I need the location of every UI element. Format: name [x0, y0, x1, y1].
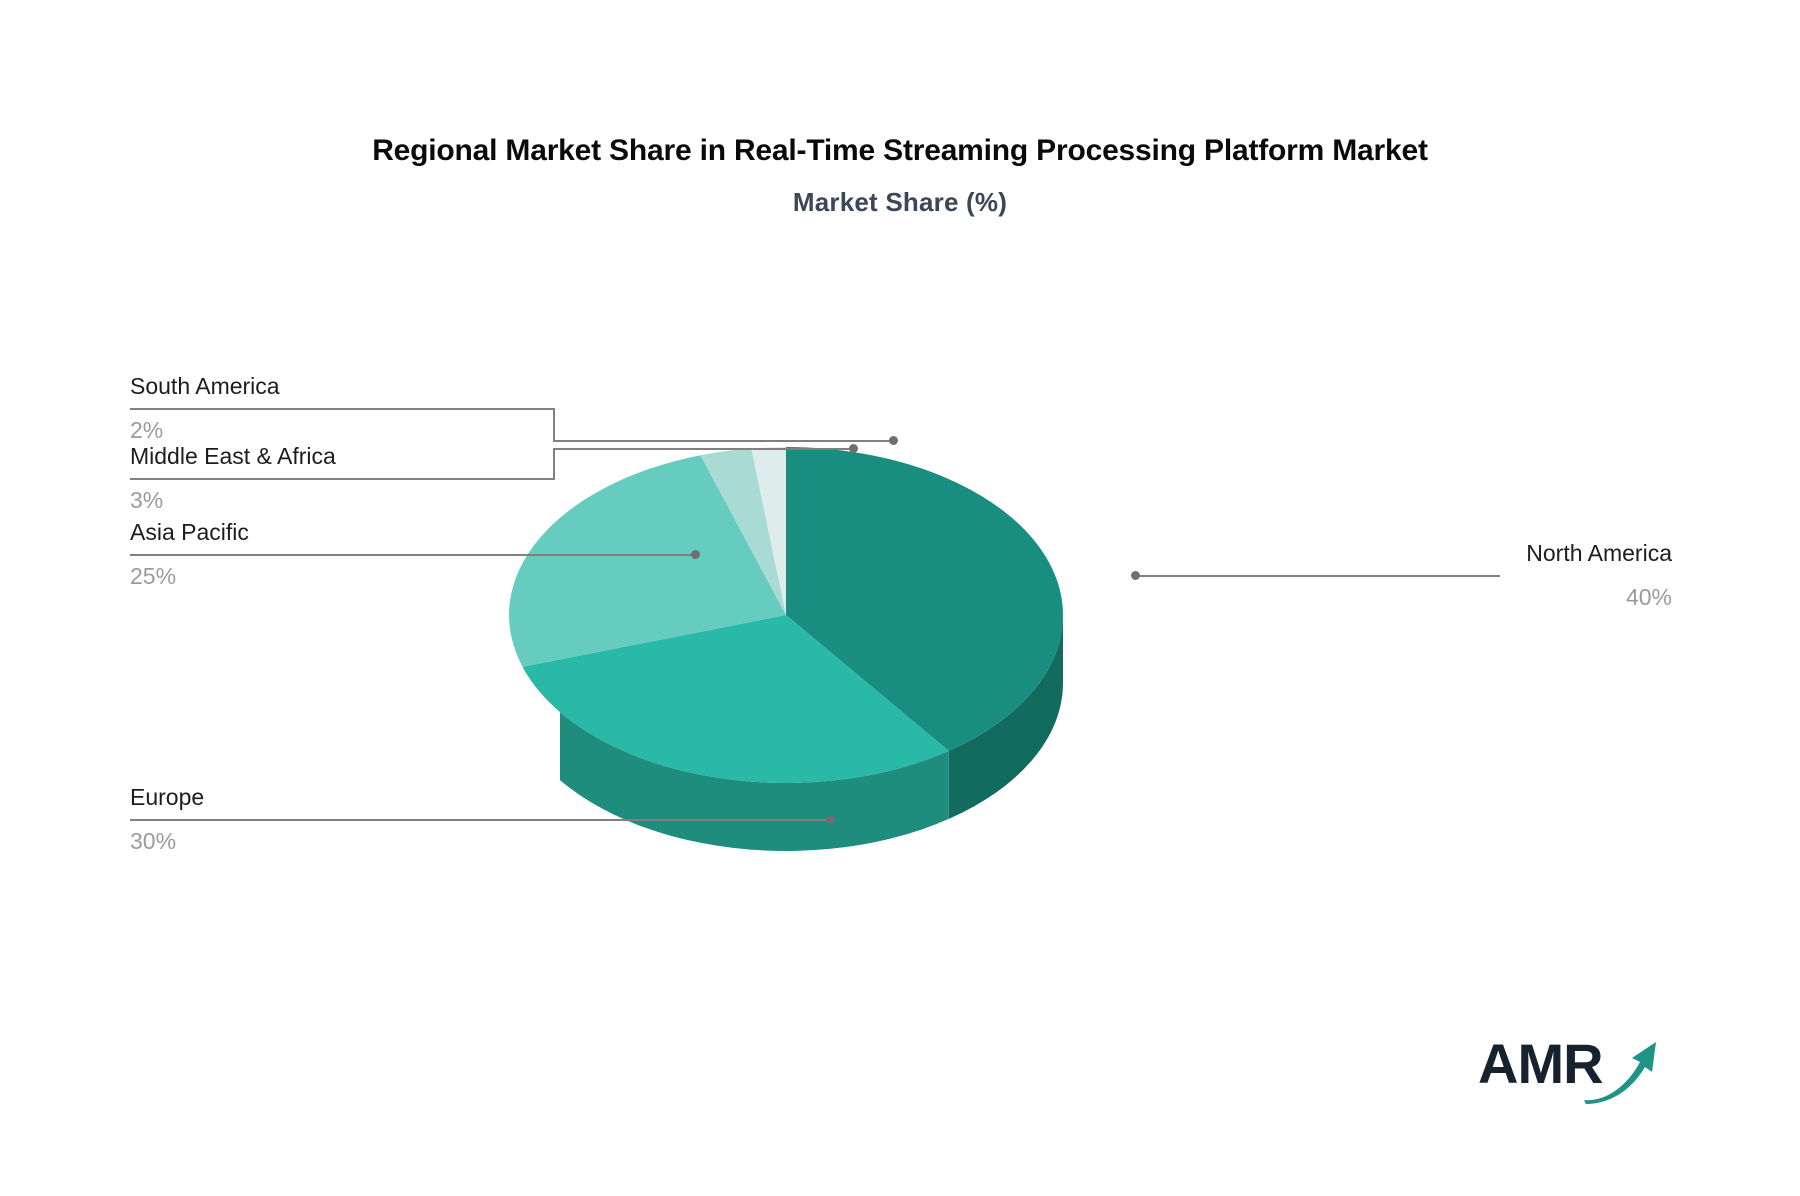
growth-arrow-icon	[1584, 1042, 1656, 1104]
callout-pct-north-america: 40%	[1625, 584, 1672, 610]
callout-label-south-america: South America	[130, 373, 280, 399]
chart-subtitle: Market Share (%)	[792, 187, 1008, 217]
pie-depth-walls	[560, 615, 1063, 851]
pie-slice-south-america[interactable]	[751, 446, 786, 615]
leader-line-middle-east-africa-run	[553, 448, 853, 450]
callout-pct-asia-pacific: 25%	[130, 563, 177, 589]
pie-slice-europe[interactable]	[522, 615, 949, 783]
callout-value-middle-east-africa: 3%	[130, 485, 163, 515]
pie-slice-middle-east-africa[interactable]	[700, 448, 786, 615]
callout-pct-middle-east-africa: 3%	[130, 487, 164, 513]
leader-dot-europe	[826, 815, 835, 824]
pie-depth-wall-0	[948, 615, 1063, 819]
leader-line-europe	[130, 819, 830, 821]
callout-label-north-america: North America	[1526, 540, 1672, 566]
leader-dot-middle-east-africa	[849, 444, 858, 453]
page-title: Regional Market Share in Real-Time Strea…	[372, 134, 1428, 167]
leader-dot-asia-pacific	[691, 550, 700, 559]
leader-line-south-america-top	[130, 408, 555, 410]
pie-slices	[509, 446, 1063, 783]
leader-dot-south-america	[889, 436, 898, 445]
pie-slice-north-america[interactable]	[786, 447, 1063, 751]
callout-label-middle-east-africa: Middle East & Africa	[130, 443, 336, 469]
leader-line-middle-east-africa-bottom	[130, 478, 555, 480]
leader-line-north-america	[1135, 575, 1500, 577]
callout-europe: Europe	[130, 782, 204, 812]
pie-slice-asia-pacific[interactable]	[509, 455, 786, 667]
callout-middle-east-africa: Middle East & Africa	[130, 441, 336, 471]
leader-line-south-america-vertical	[553, 408, 555, 442]
callout-north-america: North America	[1100, 538, 1672, 568]
amr-logo-text: AMR	[1478, 1032, 1604, 1095]
callout-pct-europe: 30%	[130, 828, 177, 854]
pie-depth-wall-1	[560, 712, 949, 851]
leader-line-asia-pacific	[130, 554, 700, 556]
leader-dot-north-america	[1131, 571, 1140, 580]
callout-value-asia-pacific: 25%	[130, 561, 176, 591]
callout-label-europe: Europe	[130, 784, 205, 810]
callout-pct-south-america: 2%	[130, 417, 164, 443]
callout-value-north-america: 40%	[1100, 582, 1672, 612]
amr-logo: AMR	[1478, 1030, 1658, 1110]
callout-south-america: South America	[130, 371, 280, 401]
callout-value-south-america: 2%	[130, 415, 163, 445]
leader-line-middle-east-africa-vertical	[553, 448, 555, 480]
callout-label-asia-pacific: Asia Pacific	[130, 519, 249, 545]
callout-value-europe: 30%	[130, 826, 176, 856]
callout-asia-pacific: Asia Pacific	[130, 517, 249, 547]
leader-line-south-america-run	[553, 440, 893, 442]
